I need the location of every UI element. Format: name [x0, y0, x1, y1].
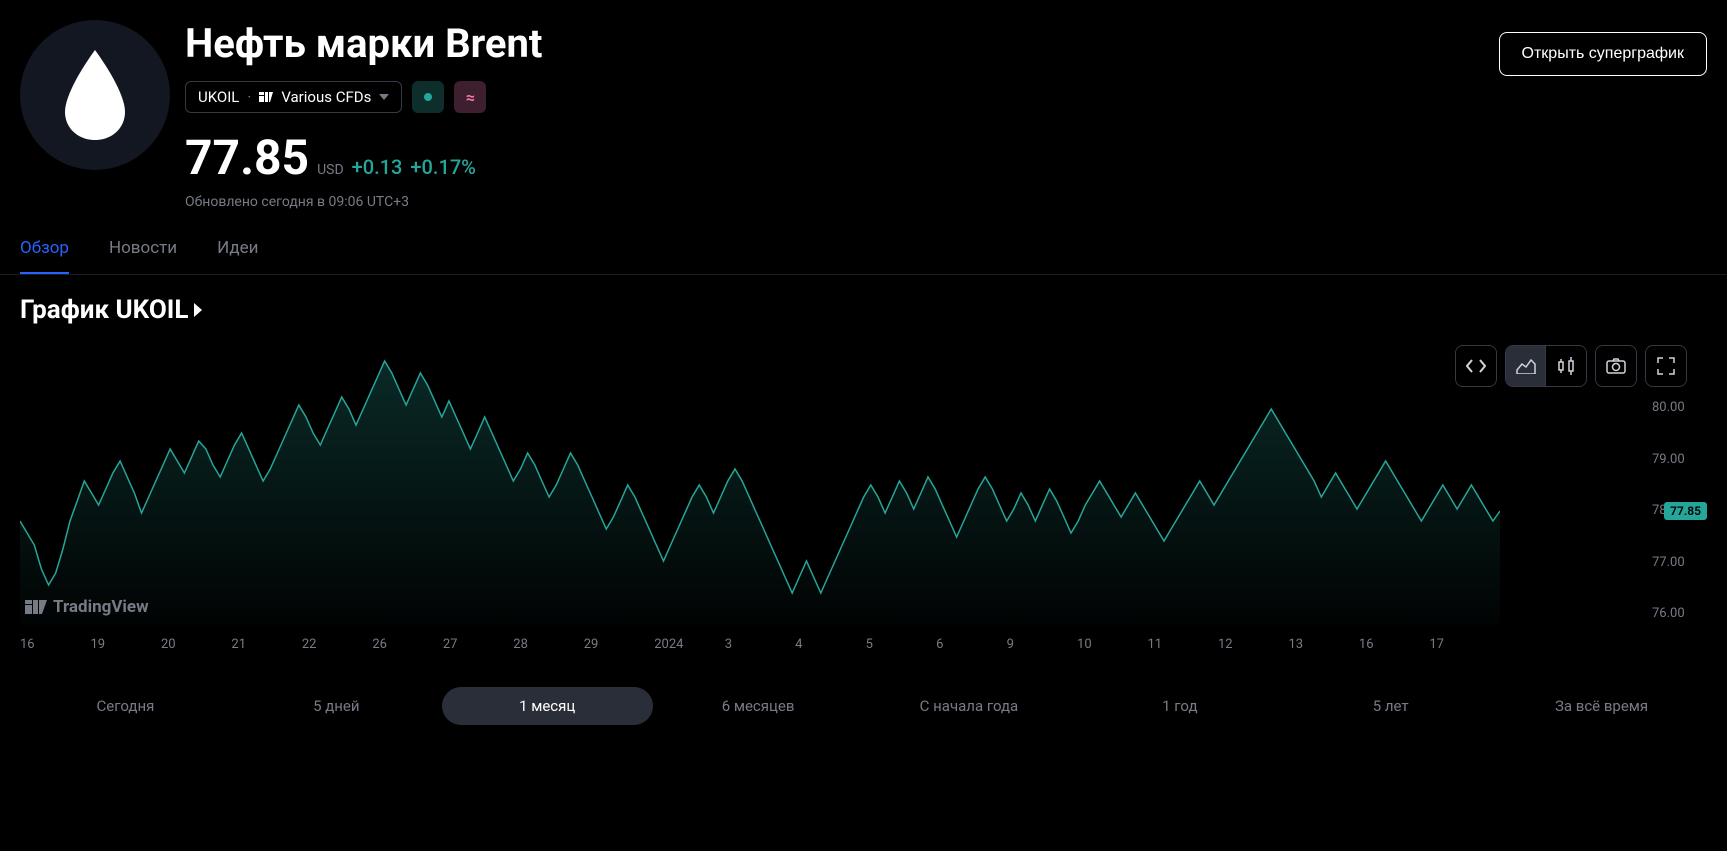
x-tick-label: 5	[866, 637, 936, 652]
area-chart-icon	[1516, 358, 1536, 374]
price-tag: 77.85	[1664, 502, 1707, 520]
range-button-7[interactable]: За всё время	[1496, 687, 1707, 725]
ticker-symbol: UKOIL	[198, 88, 239, 106]
chevron-right-icon	[194, 303, 202, 317]
snapshot-button[interactable]	[1596, 346, 1636, 386]
code-icon	[1466, 358, 1486, 374]
y-axis: 81.0080.0079.0078.0077.0076.00	[1652, 345, 1707, 625]
x-tick-label: 17	[1429, 637, 1499, 652]
x-tick-label: 4	[795, 637, 865, 652]
tradingview-logo-icon	[25, 600, 47, 614]
ticker-exchange: Various CFDs	[281, 88, 371, 106]
tv-mini-icon	[259, 92, 273, 102]
x-tick-label: 16	[20, 637, 90, 652]
x-tick-label: 16	[1359, 637, 1429, 652]
x-tick-label: 20	[161, 637, 231, 652]
x-axis: 161920212226272829202434569101112131617	[20, 629, 1500, 652]
x-tick-label: 28	[513, 637, 583, 652]
fullscreen-icon	[1657, 357, 1675, 375]
x-tick-label: 21	[231, 637, 301, 652]
x-tick-label: 13	[1288, 637, 1358, 652]
range-button-0[interactable]: Сегодня	[20, 687, 231, 725]
x-tick-label: 10	[1077, 637, 1147, 652]
range-button-4[interactable]: С начала года	[864, 687, 1075, 725]
y-tick-label: 76.00	[1652, 607, 1707, 620]
y-tick-label: 80.00	[1652, 401, 1707, 414]
time-range-selector: Сегодня5 дней1 месяц6 месяцевС начала го…	[20, 665, 1707, 725]
price-change-pct: +0.17%	[410, 155, 476, 179]
chart-title-link[interactable]: График UKOIL	[20, 295, 1707, 325]
ticker-selector[interactable]: UKOIL · Various CFDs	[185, 81, 402, 113]
range-button-6[interactable]: 5 лет	[1285, 687, 1496, 725]
market-status-badge[interactable]	[412, 81, 444, 113]
range-button-2[interactable]: 1 месяц	[442, 687, 653, 725]
x-tick-label: 11	[1148, 637, 1218, 652]
tab-2[interactable]: Идеи	[217, 238, 258, 274]
fullscreen-button[interactable]	[1646, 346, 1686, 386]
status-dot-icon	[424, 93, 432, 101]
x-tick-label: 29	[584, 637, 654, 652]
chart-title-text: График UKOIL	[20, 295, 188, 325]
x-tick-label: 12	[1218, 637, 1288, 652]
instrument-type-badge[interactable]: ≈	[454, 81, 486, 113]
x-tick-label: 19	[90, 637, 160, 652]
embed-code-button[interactable]	[1456, 346, 1496, 386]
x-tick-label: 2024	[654, 637, 724, 652]
oil-drop-icon	[60, 50, 130, 140]
x-tick-label: 27	[443, 637, 513, 652]
chevron-down-icon	[379, 94, 389, 100]
instrument-logo	[20, 20, 170, 170]
watermark: TradingView	[25, 597, 149, 617]
range-button-1[interactable]: 5 дней	[231, 687, 442, 725]
tab-0[interactable]: Обзор	[20, 238, 69, 274]
x-tick-label: 26	[372, 637, 442, 652]
y-tick-label: 77.00	[1652, 556, 1707, 569]
price-value: 77.85	[185, 129, 309, 186]
price-change-abs: +0.13	[352, 155, 403, 179]
open-superchart-button[interactable]: Открыть суперграфик	[1499, 32, 1707, 76]
page-title: Нефть марки Brent	[185, 20, 1499, 67]
candle-icon	[1556, 357, 1576, 375]
chart-type-area-button[interactable]	[1506, 346, 1546, 386]
last-updated: Обновлено сегодня в 09:06 UTC+3	[185, 194, 1499, 210]
range-button-3[interactable]: 6 месяцев	[653, 687, 864, 725]
price-currency: USD	[317, 162, 344, 178]
tab-1[interactable]: Новости	[109, 238, 177, 274]
range-button-5[interactable]: 1 год	[1074, 687, 1285, 725]
x-tick-label: 9	[1007, 637, 1077, 652]
nav-tabs: Обзор Новости Идеи	[0, 220, 1727, 275]
y-tick-label: 79.00	[1652, 453, 1707, 466]
x-tick-label: 22	[302, 637, 372, 652]
price-chart[interactable]	[20, 345, 1500, 625]
chart-type-candle-button[interactable]	[1546, 346, 1586, 386]
watermark-text: TradingView	[53, 597, 149, 617]
approx-icon: ≈	[466, 88, 475, 107]
camera-icon	[1606, 358, 1626, 374]
x-tick-label: 3	[725, 637, 795, 652]
x-tick-label: 6	[936, 637, 1006, 652]
ticker-separator: ·	[247, 88, 251, 106]
